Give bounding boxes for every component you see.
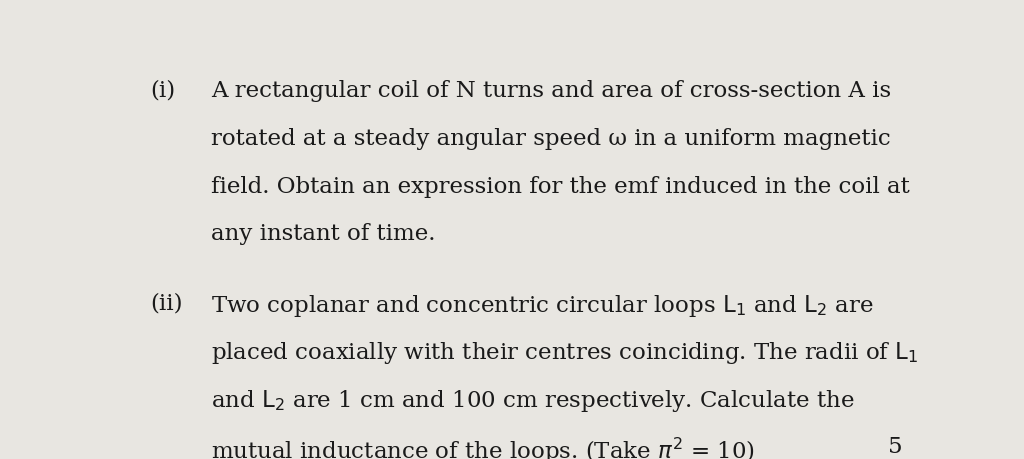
Text: placed coaxially with their centres coinciding. The radii of $\mathrm{L_1}$: placed coaxially with their centres coin… [211, 340, 919, 365]
Text: and $\mathrm{L_2}$ are 1 cm and 100 cm respectively. Calculate the: and $\mathrm{L_2}$ are 1 cm and 100 cm r… [211, 387, 855, 413]
Text: 5: 5 [888, 435, 902, 457]
Text: (ii): (ii) [151, 292, 182, 314]
Text: mutual inductance of the loops. (Take $\pi^2$ = 10): mutual inductance of the loops. (Take $\… [211, 435, 756, 459]
Text: field. Obtain an expression for the emf induced in the coil at: field. Obtain an expression for the emf … [211, 175, 910, 197]
Text: rotated at a steady angular speed ω in a uniform magnetic: rotated at a steady angular speed ω in a… [211, 128, 891, 150]
Text: Two coplanar and concentric circular loops $\mathrm{L_1}$ and $\mathrm{L_2}$ are: Two coplanar and concentric circular loo… [211, 292, 873, 318]
Text: A rectangular coil of N turns and area of cross-section A is: A rectangular coil of N turns and area o… [211, 80, 892, 102]
Text: any instant of time.: any instant of time. [211, 223, 436, 245]
Text: (i): (i) [151, 80, 175, 102]
